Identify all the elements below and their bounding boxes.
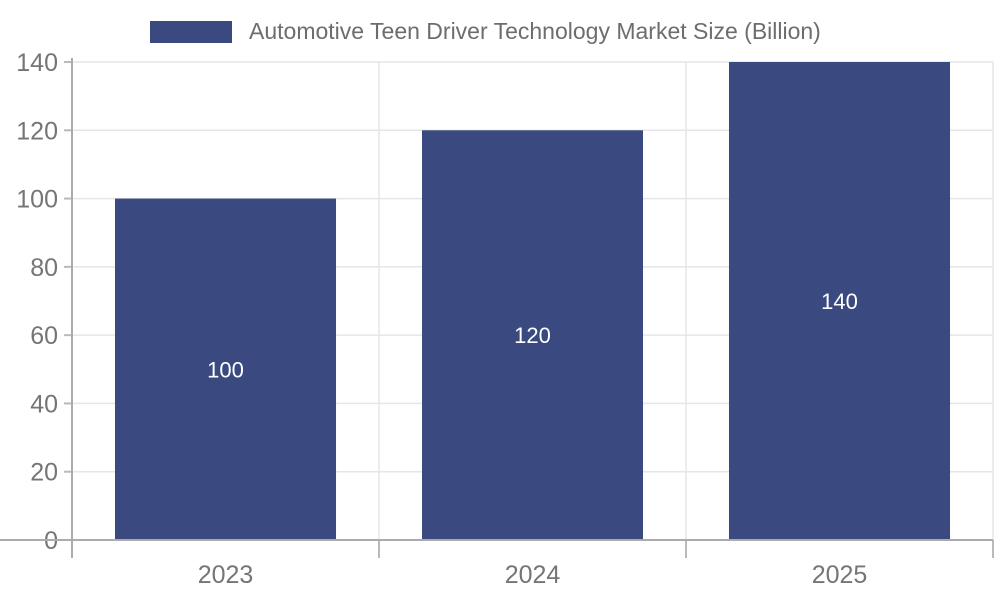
y-tick-label: 20 [30,459,58,487]
y-tick-label: 100 [16,186,58,214]
bar-value-label: 100 [207,357,244,382]
x-tick-label: 2023 [198,561,254,589]
x-tick-label: 2025 [812,561,868,589]
bar-2023[interactable] [114,198,337,541]
bar-value-label: 140 [821,289,858,314]
legend-swatch [150,20,232,43]
y-tick-label: 80 [30,254,58,282]
y-tick-label: 60 [30,322,58,350]
bar-2025[interactable] [728,62,951,540]
legend-item[interactable]: Automotive Teen Driver Technology Market… [150,18,821,45]
y-tick-label: 40 [30,390,58,418]
legend-label: Automotive Teen Driver Technology Market… [249,18,821,44]
bar-value-label: 120 [514,323,551,348]
bar-2024[interactable] [421,130,644,541]
y-tick-label: 140 [16,49,58,77]
x-tick-label: 2024 [505,561,561,589]
y-tick-label: 120 [16,117,58,145]
